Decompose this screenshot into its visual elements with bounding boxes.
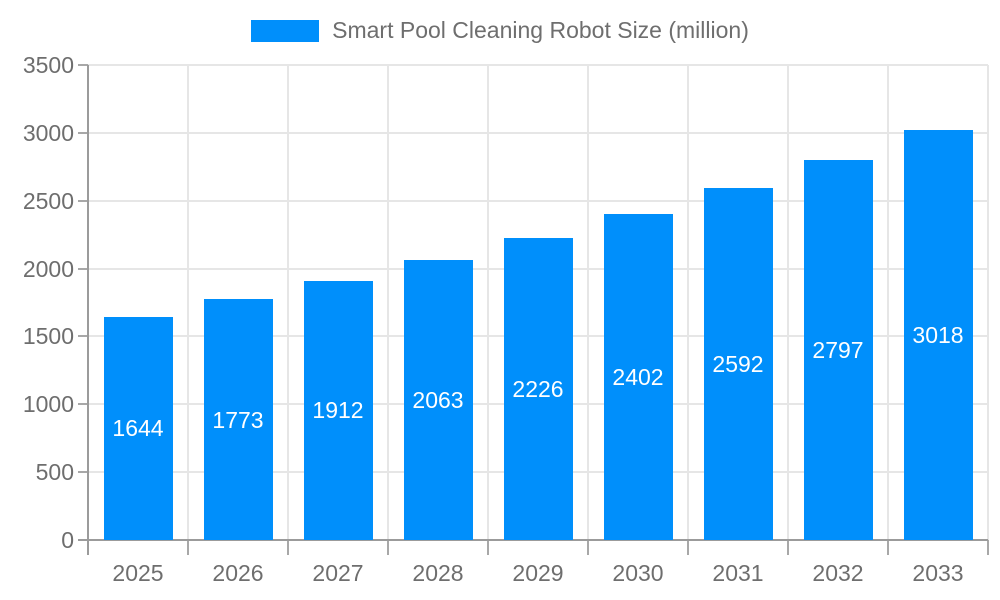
y-axis-tick-label: 1500 [22, 323, 74, 350]
bar[interactable] [403, 260, 473, 540]
grid-line-horizontal [88, 131, 988, 134]
x-axis-tick [387, 540, 389, 555]
x-axis-tick [987, 540, 989, 555]
x-axis-tick-label: 2032 [812, 560, 864, 586]
x-axis-tick [787, 540, 789, 555]
grid-line-horizontal [88, 64, 988, 66]
bar-value-label: 2226 [512, 375, 564, 402]
grid-line-vertical [187, 65, 189, 540]
x-axis-tick-label: 2033 [912, 560, 964, 586]
x-axis-tick-label: 2030 [612, 560, 664, 586]
grid-line-vertical [987, 65, 989, 540]
legend-label: Smart Pool Cleaning Robot Size (million) [332, 17, 749, 43]
y-axis-tick-label: 2000 [22, 255, 74, 282]
y-axis-tick [78, 64, 88, 66]
y-axis-tick [78, 471, 88, 474]
bar-value-label: 2402 [612, 364, 664, 390]
grid-line-vertical [387, 65, 389, 540]
y-axis-tick [78, 267, 88, 270]
y-axis-tick-label: 0 [61, 527, 74, 553]
bar-value-label: 1773 [212, 406, 264, 433]
bar[interactable] [203, 299, 273, 540]
y-axis-tick-label: 3000 [22, 119, 74, 146]
y-axis-tick-label: 2500 [22, 187, 74, 214]
y-axis-tick-label: 500 [35, 459, 74, 486]
x-axis-tick-label: 2028 [412, 560, 464, 586]
grid-line-vertical [487, 65, 489, 540]
y-axis-tick-label: 3500 [22, 52, 74, 78]
grid-line-horizontal [88, 199, 988, 202]
bar-value-label: 2797 [812, 337, 864, 364]
x-axis-tick-label: 2029 [512, 560, 564, 586]
x-axis-tick [187, 540, 189, 555]
chart-legend[interactable]: Smart Pool Cleaning Robot Size (million) [0, 17, 1000, 44]
bar[interactable] [603, 214, 673, 540]
x-axis-tick [687, 540, 689, 555]
legend-swatch [251, 19, 320, 42]
x-axis-tick [887, 540, 889, 555]
y-axis-tick [78, 335, 88, 338]
bar-value-label: 2063 [412, 387, 464, 413]
bar[interactable] [103, 316, 173, 540]
grid-line-vertical [287, 65, 289, 540]
bar[interactable] [303, 280, 373, 540]
x-axis-tick-label: 2026 [212, 560, 264, 586]
x-axis-line [78, 539, 988, 541]
bar-value-label: 1644 [112, 415, 164, 442]
y-axis-tick-label: 1000 [22, 391, 74, 418]
bar-value-label: 1912 [312, 397, 364, 424]
grid-line-vertical [687, 65, 689, 540]
grid-line-vertical [887, 65, 889, 540]
y-axis-line [87, 65, 89, 555]
x-axis-tick-label: 2031 [712, 560, 764, 586]
x-axis-tick [287, 540, 289, 555]
bar-value-label: 3018 [912, 322, 964, 349]
y-axis-tick [78, 199, 88, 202]
x-axis-tick [487, 540, 489, 555]
bar[interactable] [703, 188, 773, 540]
y-axis-tick [78, 131, 88, 134]
bar[interactable] [803, 160, 873, 540]
bar-value-label: 2592 [712, 351, 764, 378]
x-axis-tick [587, 540, 589, 555]
bar[interactable] [503, 237, 573, 540]
grid-line-vertical [787, 65, 789, 540]
x-axis-tick-label: 2027 [312, 560, 364, 586]
y-axis-tick [78, 403, 88, 406]
x-axis-tick-label: 2025 [112, 560, 164, 586]
bar[interactable] [903, 130, 973, 540]
grid-line-vertical [587, 65, 589, 540]
